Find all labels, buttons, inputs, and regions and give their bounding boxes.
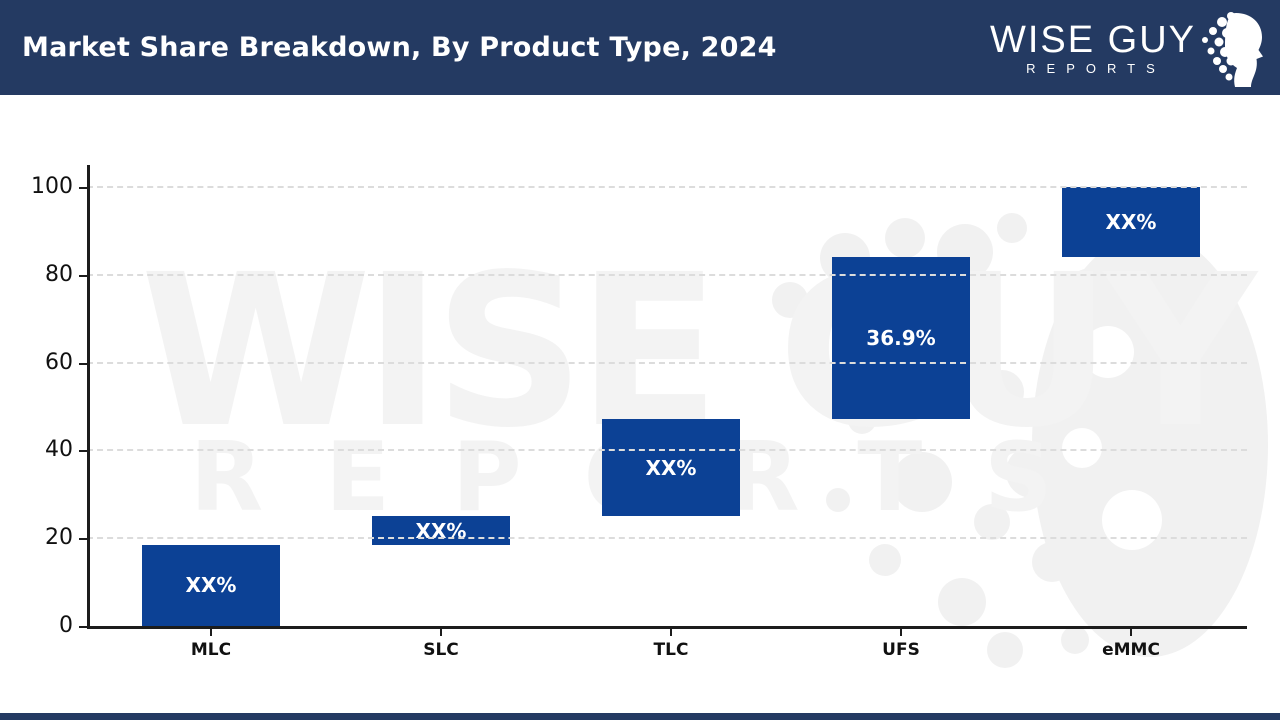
- bar-tlc: XX%: [602, 419, 740, 517]
- bar-emmc: XX%: [1062, 187, 1200, 258]
- bar-slc: XX%: [372, 516, 510, 545]
- bar-value-label: XX%: [185, 573, 237, 598]
- brand-logo-text: WISE GUY REPORTS: [990, 20, 1196, 76]
- bar-value-label: XX%: [645, 455, 697, 480]
- bar-value-label: 36.9%: [866, 326, 936, 351]
- chart-title: Market Share Breakdown, By Product Type,…: [22, 32, 777, 63]
- header-bar: Market Share Breakdown, By Product Type,…: [0, 0, 1280, 95]
- bar-value-label: XX%: [415, 518, 467, 543]
- brand-logo: WISE GUY REPORTS: [990, 4, 1264, 92]
- bar-value-label: XX%: [1105, 210, 1157, 235]
- brand-head-icon: [1202, 12, 1263, 87]
- bar-ufs: 36.9%: [832, 257, 970, 420]
- bar-mlc: XX%: [142, 544, 280, 626]
- brand-name: WISE GUY: [989, 19, 1196, 61]
- brand-subtitle: REPORTS: [1026, 61, 1166, 76]
- footer-bar: [0, 713, 1280, 720]
